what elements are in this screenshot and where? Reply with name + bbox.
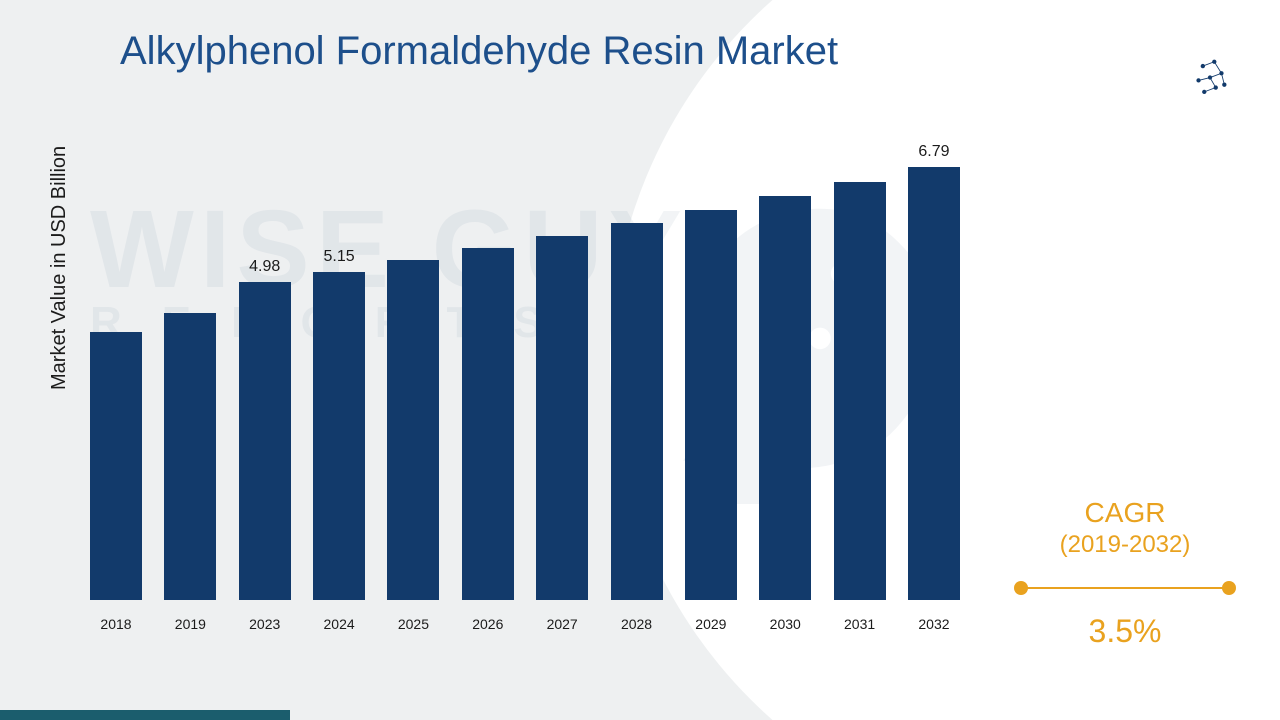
x-tick-label: 2031 xyxy=(834,616,886,632)
x-tick-label: 2029 xyxy=(685,616,737,632)
bar xyxy=(387,236,439,600)
bar xyxy=(611,199,663,600)
x-tick-label: 2027 xyxy=(536,616,588,632)
bar-rect xyxy=(834,182,886,600)
bar-rect xyxy=(164,313,216,600)
logo-head-icon xyxy=(1174,46,1246,132)
x-tick-label: 2023 xyxy=(239,616,291,632)
x-tick-label: 2019 xyxy=(164,616,216,632)
x-tick-label: 2030 xyxy=(759,616,811,632)
bar-rect xyxy=(313,272,365,600)
cagr-range: (2019-2032) xyxy=(1000,531,1250,559)
bar-value-label: 5.15 xyxy=(324,248,355,268)
bar-rect xyxy=(685,210,737,600)
bar xyxy=(462,224,514,600)
brand-logo: WISE GUY REPORTS xyxy=(980,28,1250,89)
bar-rect xyxy=(611,223,663,600)
cagr-value: 3.5% xyxy=(1000,613,1250,650)
bar xyxy=(834,158,886,600)
bar-rect xyxy=(387,260,439,600)
bar xyxy=(90,308,142,600)
bar: 4.98 xyxy=(239,258,291,600)
bar-value-label: 4.98 xyxy=(249,258,280,278)
x-tick-label: 2024 xyxy=(313,616,365,632)
bar xyxy=(759,172,811,600)
bar-rect xyxy=(239,282,291,600)
x-tick-label: 2028 xyxy=(611,616,663,632)
bar-rect xyxy=(90,332,142,600)
cagr-divider xyxy=(1000,581,1250,595)
y-axis-label: Market Value in USD Billion xyxy=(48,146,71,390)
cagr-title: CAGR xyxy=(1000,497,1250,529)
bar-value-label: 6.79 xyxy=(918,143,949,163)
bar xyxy=(164,289,216,600)
bar-chart: 4.985.156.79 201820192023202420252026202… xyxy=(90,160,960,640)
bar-rect xyxy=(908,167,960,600)
bar xyxy=(685,186,737,600)
bottom-accent-bar xyxy=(0,710,290,720)
chart-title: Alkylphenol Formaldehyde Resin Market xyxy=(120,28,838,74)
bar: 6.79 xyxy=(908,143,960,600)
bar xyxy=(536,212,588,600)
bar: 5.15 xyxy=(313,248,365,600)
cagr-block: CAGR (2019-2032) 3.5% xyxy=(1000,497,1250,650)
bar-rect xyxy=(462,248,514,600)
x-tick-label: 2026 xyxy=(462,616,514,632)
bar-rect xyxy=(759,196,811,600)
bar-rect xyxy=(536,236,588,600)
x-tick-label: 2025 xyxy=(387,616,439,632)
x-tick-label: 2018 xyxy=(90,616,142,632)
x-tick-label: 2032 xyxy=(908,616,960,632)
